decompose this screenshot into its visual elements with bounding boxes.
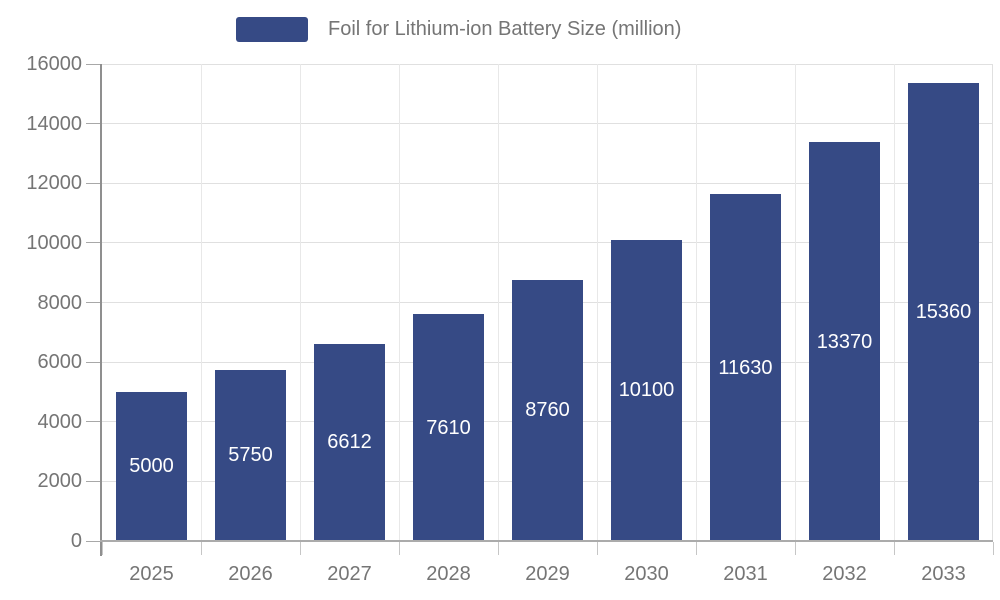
x-tick-label: 2031 — [723, 563, 768, 585]
bar-value-label: 7610 — [426, 416, 471, 439]
bar-value-label: 10100 — [618, 379, 675, 402]
y-tick-label: 0 — [70, 530, 82, 552]
bar[interactable]: 6612 — [314, 343, 385, 541]
gridline-horizontal — [102, 182, 993, 184]
y-tick-label: 14000 — [26, 112, 82, 135]
gridline-vertical — [398, 64, 400, 540]
x-tick-label: 2026 — [228, 563, 273, 585]
x-axis-tick — [200, 542, 202, 555]
legend-item[interactable]: Foil for Lithium-ion Battery Size (milli… — [236, 17, 681, 42]
x-axis-tick — [101, 542, 103, 555]
x-tick-label: 2027 — [327, 563, 372, 585]
gridline-vertical — [794, 64, 796, 540]
x-axis-tick — [299, 542, 301, 555]
x-axis-tick — [695, 542, 697, 555]
x-axis-tick — [893, 542, 895, 555]
gridline-vertical — [893, 64, 895, 540]
y-axis-tick — [86, 123, 100, 125]
bar[interactable]: 11630 — [710, 194, 781, 541]
bar-value-label: 13370 — [816, 330, 873, 353]
y-tick-label: 6000 — [37, 351, 83, 374]
bar[interactable]: 7610 — [413, 314, 484, 541]
gridline-horizontal — [102, 64, 993, 65]
bar[interactable]: 13370 — [809, 142, 880, 541]
y-tick-label: 2000 — [37, 470, 83, 493]
bar[interactable]: 10100 — [611, 239, 682, 541]
x-axis-tick — [596, 542, 598, 555]
x-tick-label: 2033 — [921, 563, 966, 585]
y-axis-tick — [86, 480, 100, 482]
x-tick-label: 2032 — [822, 563, 867, 585]
x-axis-line — [100, 540, 993, 542]
y-axis-tick — [86, 302, 100, 303]
x-axis-tick — [497, 542, 499, 555]
x-axis-tick — [398, 542, 400, 555]
x-tick-label: 2025 — [129, 563, 174, 585]
x-axis-tick — [992, 542, 994, 555]
gridline-horizontal — [102, 123, 993, 125]
x-axis-tick — [794, 542, 796, 555]
gridline-horizontal — [102, 242, 993, 244]
bar[interactable]: 15360 — [908, 83, 979, 541]
x-tick-label: 2028 — [426, 563, 471, 585]
y-axis-tick — [86, 182, 100, 184]
legend-swatch — [236, 17, 308, 42]
y-tick-label: 8000 — [37, 291, 83, 314]
legend-label: Foil for Lithium-ion Battery Size (milli… — [328, 18, 682, 40]
bar[interactable]: 5000 — [116, 391, 187, 541]
y-axis-tick — [86, 242, 100, 244]
y-tick-label: 4000 — [37, 410, 83, 433]
x-tick-label: 2030 — [624, 563, 669, 585]
y-axis-tick — [86, 421, 100, 423]
y-tick-label: 10000 — [26, 231, 82, 254]
bar[interactable]: 5750 — [215, 369, 286, 541]
gridline-vertical — [596, 64, 598, 540]
y-axis-line — [100, 64, 102, 556]
bar-value-label: 11630 — [718, 356, 773, 379]
gridline-vertical — [299, 64, 301, 540]
bar-value-label: 5000 — [129, 455, 174, 478]
gridline-vertical — [497, 64, 499, 540]
bar-value-label: 8760 — [525, 399, 570, 422]
bar-value-label: 15360 — [915, 301, 972, 324]
plot-area: 0 2000 4000 6000 8000 10000 12000 14000 16000 500… — [26, 53, 994, 585]
gridline-vertical — [200, 64, 202, 540]
x-tick-label: 2029 — [525, 563, 570, 585]
bar-value-label: 6612 — [327, 431, 372, 454]
bar[interactable]: 8760 — [512, 279, 583, 541]
y-axis-tick — [86, 540, 100, 542]
gridline-vertical — [695, 64, 697, 540]
y-tick-label: 12000 — [26, 172, 82, 195]
y-axis-tick — [86, 63, 100, 65]
y-axis-tick — [86, 361, 100, 363]
bar-value-label: 5750 — [228, 444, 273, 467]
plot-border-right — [992, 64, 993, 540]
y-tick-label: 16000 — [26, 53, 82, 75]
